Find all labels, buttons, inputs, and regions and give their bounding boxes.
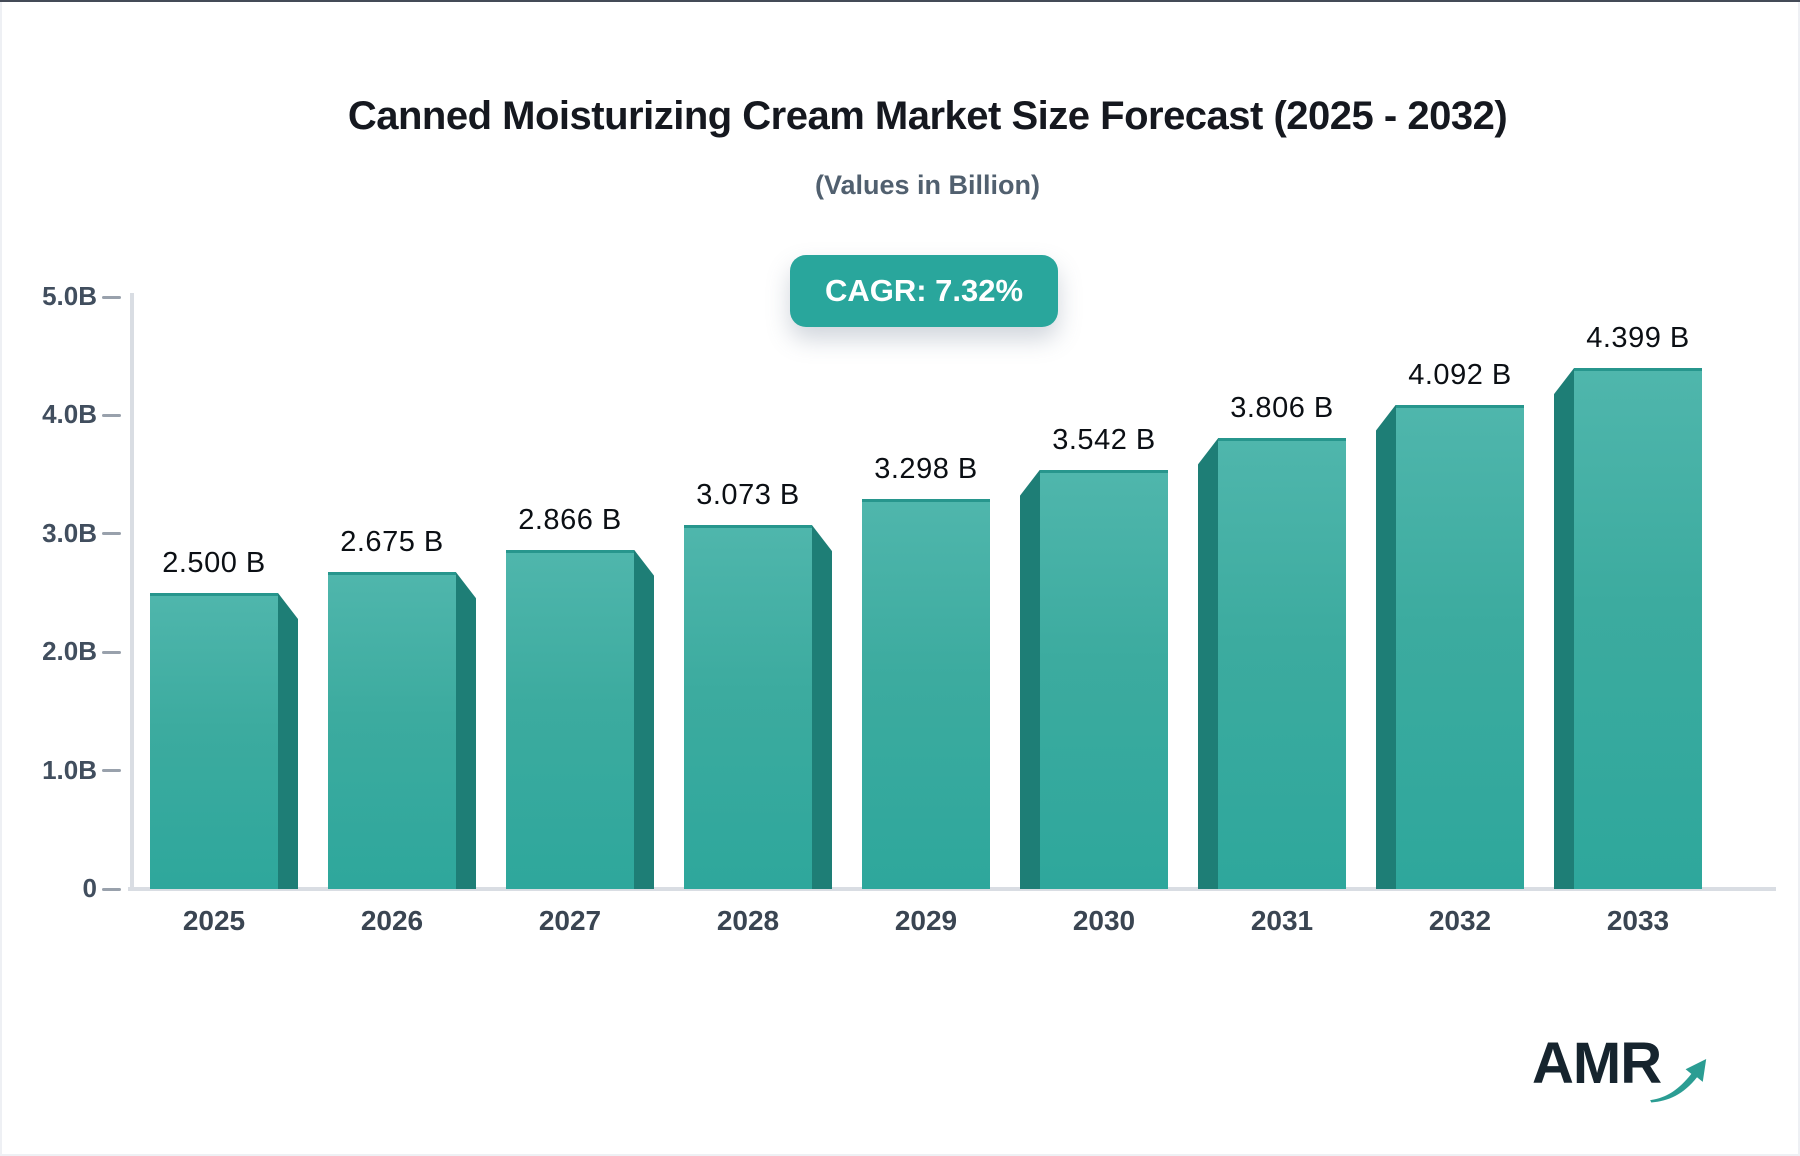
cagr-badge: CAGR: 7.32% (790, 255, 1058, 327)
y-axis-line (130, 293, 134, 891)
y-tick-dash (102, 650, 121, 654)
bar-value-label: 2.675 B (340, 526, 444, 559)
bar-side (1554, 368, 1574, 889)
bar-front (1218, 438, 1346, 889)
x-tick-label: 2033 (1606, 905, 1670, 936)
x-tick-label: 2032 (1428, 905, 1492, 936)
bar-value-label: 2.500 B (162, 547, 266, 579)
bar-value-label: 3.542 B (1052, 423, 1156, 456)
bar-front (150, 593, 278, 889)
amr-logo-text: AMR (1532, 1031, 1662, 1096)
bar-value-label: 3.806 B (1230, 392, 1334, 425)
y-tick-dash (102, 413, 121, 417)
bar-value-label: 4.092 B (1408, 358, 1512, 391)
bar-front (506, 549, 634, 889)
bar-front (1574, 368, 1702, 889)
bar-side (456, 572, 476, 889)
bar-value-label: 4.399 B (1586, 322, 1690, 355)
bar-side (812, 525, 832, 889)
y-tick-dash (102, 532, 121, 536)
x-axis-line (128, 887, 1776, 891)
bar-side (1376, 404, 1396, 889)
bar-front (862, 498, 990, 889)
x-tick-label: 2028 (716, 905, 780, 936)
y-tick-label: 4.0B (42, 399, 97, 430)
y-tick-label: 1.0B (42, 754, 97, 785)
bar-front (1396, 404, 1524, 889)
bar-value-label: 3.073 B (696, 479, 800, 512)
bar-value-label: 2.866 B (518, 503, 622, 536)
y-tick-label: 2.0B (42, 636, 97, 667)
chart-subtitle: (Values in Billion) (814, 170, 1041, 200)
bar-front (684, 525, 812, 889)
chart-title: Canned Moisturizing Cream Market Size Fo… (347, 94, 1508, 138)
y-tick-dash (102, 295, 121, 299)
x-tick-label: 2025 (182, 905, 246, 936)
growth-arrow-icon (1650, 1058, 1707, 1103)
bar-front (1040, 469, 1168, 889)
x-tick-label: 2027 (538, 905, 602, 936)
bar-side (1198, 438, 1218, 889)
y-tick-dash (102, 769, 121, 773)
y-tick-label: 0 (82, 873, 97, 903)
bar-value-label: 3.298 B (874, 452, 978, 485)
cagr-badge-label: CAGR: 7.32% (824, 273, 1024, 308)
x-tick-label: 2029 (894, 905, 958, 936)
x-tick-label: 2026 (360, 905, 424, 936)
bar-side (278, 593, 298, 889)
y-tick-label: 5.0B (42, 281, 97, 311)
x-tick-label: 2030 (1072, 905, 1136, 936)
bar-front (328, 572, 456, 889)
x-tick-label: 2031 (1250, 905, 1314, 936)
amr-logo: AMR (1532, 1034, 1712, 1114)
y-tick-dash (102, 887, 121, 891)
y-tick-label: 3.0B (42, 517, 97, 548)
bar-side (634, 549, 654, 889)
bar-side (1020, 469, 1040, 889)
